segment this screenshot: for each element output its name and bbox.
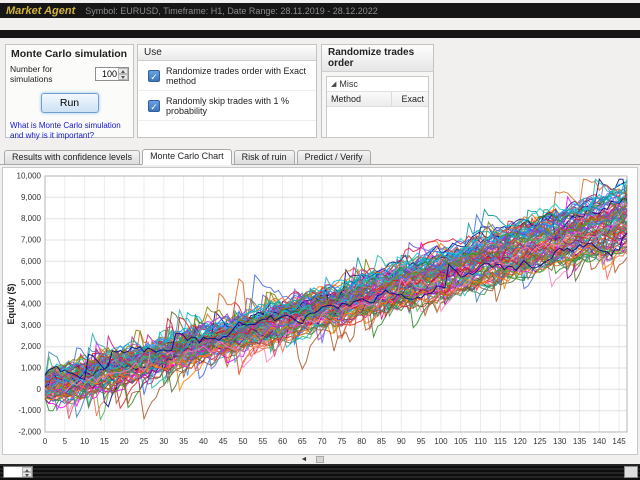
option-skip-trades[interactable]: ✓ Randomly skip trades with 1 % probabil…: [138, 91, 316, 121]
zoom-stepper[interactable]: [3, 466, 33, 478]
svg-text:145: 145: [612, 437, 626, 446]
svg-text:5,000: 5,000: [21, 278, 42, 287]
svg-text:5: 5: [63, 437, 68, 446]
svg-text:8,000: 8,000: [21, 214, 42, 223]
checkbox-skip-trades[interactable]: ✓: [148, 100, 160, 112]
svg-text:70: 70: [318, 437, 327, 446]
result-tabs: Results with confidence levels Monte Car…: [0, 148, 640, 165]
tab-predict-verify[interactable]: Predict / Verify: [296, 150, 371, 164]
option-label: Randomly skip trades with 1 % probabilit…: [166, 96, 290, 116]
app-subtitle: Symbol: EURUSD, Timeframe: H1, Date Rang…: [85, 5, 378, 16]
zoom-stepper-arrows[interactable]: [22, 467, 32, 477]
monte-carlo-equity-chart: -2,000 -1,000 0 1,000 2,000 3,000 4,000 5,000 6,…: [6, 172, 628, 446]
svg-text:Equity ($): Equity ($): [6, 283, 16, 324]
misc-group-label: Misc: [339, 79, 358, 89]
svg-text:75: 75: [337, 437, 346, 446]
use-panel-title: Use: [138, 45, 316, 61]
svg-text:1,000: 1,000: [21, 364, 42, 373]
svg-text:50: 50: [239, 437, 248, 446]
svg-text:120: 120: [513, 437, 527, 446]
num-simulations-stepper[interactable]: [118, 68, 128, 80]
tab-risk-of-ruin[interactable]: Risk of ruin: [233, 150, 295, 164]
svg-text:140: 140: [593, 437, 607, 446]
svg-text:105: 105: [454, 437, 468, 446]
monte-carlo-help-link[interactable]: What is Monte Carlo simulation and why i…: [10, 121, 121, 140]
zoom-down-icon[interactable]: [22, 472, 32, 477]
svg-text:45: 45: [219, 437, 228, 446]
spinner-down-icon[interactable]: [118, 74, 128, 80]
svg-text:10,000: 10,000: [17, 172, 42, 181]
svg-text:20: 20: [120, 437, 129, 446]
svg-text:125: 125: [533, 437, 547, 446]
svg-text:40: 40: [199, 437, 208, 446]
svg-text:30: 30: [159, 437, 168, 446]
svg-text:25: 25: [140, 437, 149, 446]
property-grid: ◢ Misc Method Exact: [326, 76, 429, 138]
zoom-up-icon[interactable]: [22, 467, 32, 472]
option-label: Randomize trades order with Exact method: [166, 66, 307, 86]
svg-text:90: 90: [397, 437, 406, 446]
svg-text:95: 95: [417, 437, 426, 446]
svg-text:4,000: 4,000: [21, 300, 42, 309]
svg-text:130: 130: [553, 437, 567, 446]
randomize-order-panel: Randomize trades order ◢ Misc Method Exa…: [321, 44, 434, 138]
panel-title: Monte Carlo simulation: [11, 48, 128, 60]
corner-resize-box[interactable]: [624, 466, 638, 478]
tab-monte-carlo-chart[interactable]: Monte Carlo Chart: [142, 149, 232, 165]
svg-text:-1,000: -1,000: [18, 406, 41, 415]
spinner-up-icon[interactable]: [118, 68, 128, 74]
svg-text:6,000: 6,000: [21, 257, 42, 266]
svg-text:110: 110: [474, 437, 487, 446]
svg-text:15: 15: [100, 437, 109, 446]
run-button[interactable]: Run: [40, 93, 99, 113]
tab-results-confidence[interactable]: Results with confidence levels: [4, 150, 141, 164]
checkbox-randomize-order[interactable]: ✓: [148, 70, 160, 82]
svg-text:0: 0: [43, 437, 48, 446]
group-expand-icon[interactable]: ◢: [331, 81, 337, 88]
svg-text:10: 10: [80, 437, 89, 446]
option-randomize-order[interactable]: ✓ Randomize trades order with Exact meth…: [138, 61, 316, 91]
svg-text:-2,000: -2,000: [18, 428, 41, 437]
num-simulations-label: Number for simulations: [10, 64, 53, 84]
use-panel: Use ✓ Randomize trades order with Exact …: [137, 44, 317, 138]
svg-text:85: 85: [377, 437, 386, 446]
property-row[interactable]: Method Exact: [327, 92, 428, 107]
svg-text:35: 35: [179, 437, 188, 446]
svg-text:55: 55: [258, 437, 267, 446]
randomize-order-title: Randomize trades order: [322, 45, 433, 72]
monte-carlo-chart-panel: -2,000 -1,000 0 1,000 2,000 3,000 4,000 5,000 6,…: [2, 167, 638, 455]
bottom-status-strip: [0, 464, 640, 480]
svg-text:9,000: 9,000: [21, 193, 42, 202]
title-bar: Market Agent Symbol: EURUSD, Timeframe: …: [0, 3, 640, 18]
svg-text:80: 80: [357, 437, 366, 446]
scrollbar-thumb[interactable]: [316, 456, 324, 463]
svg-text:135: 135: [573, 437, 587, 446]
svg-text:60: 60: [278, 437, 287, 446]
svg-text:0: 0: [37, 385, 42, 394]
svg-text:3,000: 3,000: [21, 321, 42, 330]
svg-text:2,000: 2,000: [21, 342, 42, 351]
secondary-bar: [0, 30, 640, 38]
svg-text:7,000: 7,000: [21, 236, 42, 245]
property-value[interactable]: Exact: [401, 94, 424, 104]
svg-text:100: 100: [434, 437, 448, 446]
property-key: Method: [327, 92, 392, 106]
svg-text:115: 115: [494, 437, 507, 446]
misc-group-header[interactable]: ◢ Misc: [327, 77, 428, 92]
scroll-left-button[interactable]: ◄: [300, 456, 308, 463]
app-title: Market Agent: [6, 4, 76, 17]
svg-text:65: 65: [298, 437, 307, 446]
monte-carlo-simulation-panel: Monte Carlo simulation Number for simula…: [5, 44, 134, 140]
